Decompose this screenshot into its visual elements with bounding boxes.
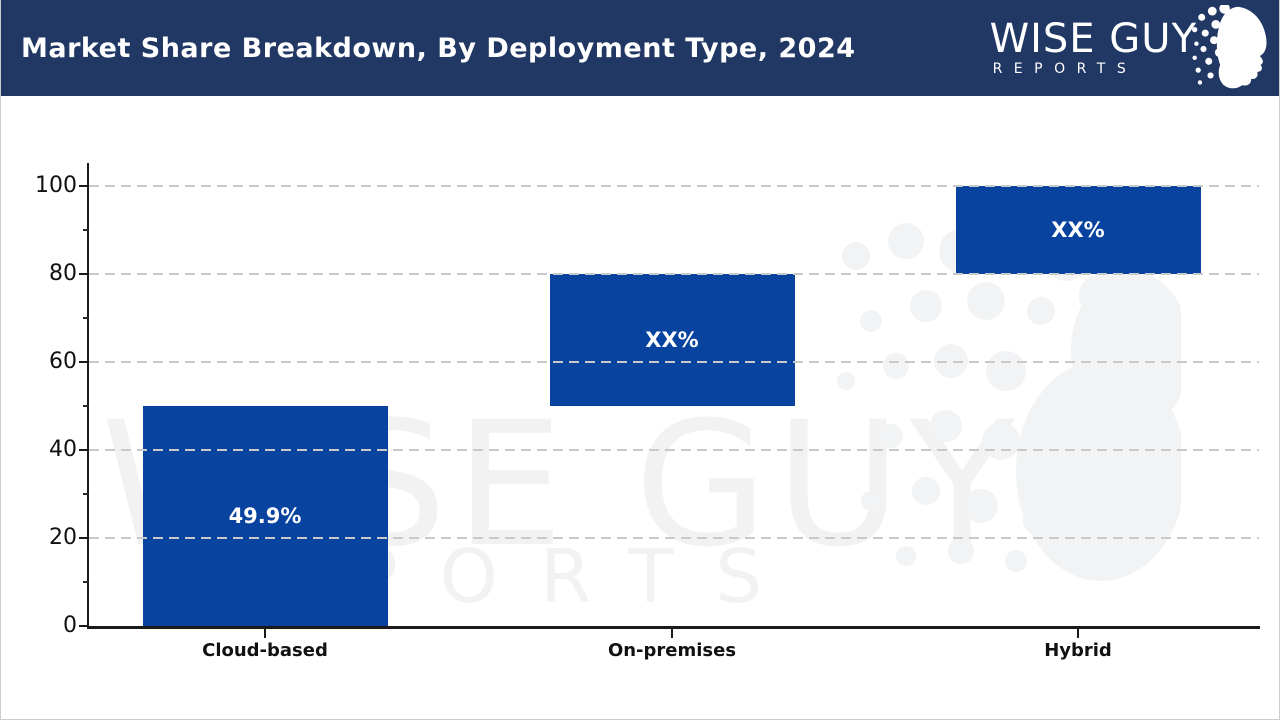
wise-guy-reports-logo: WISE GUY REPORTS: [990, 0, 1269, 96]
bar-on-premises: [549, 274, 795, 407]
y-tick-label: 60: [49, 349, 77, 374]
bar-value-label: XX%: [645, 328, 699, 353]
gridline-60: [89, 361, 1259, 363]
page-title: Market Share Breakdown, By Deployment Ty…: [21, 32, 856, 64]
y-axis-tick: [79, 449, 89, 451]
y-axis-line: [87, 163, 89, 629]
y-axis-tick: [79, 185, 89, 187]
y-axis-minor-tick: [83, 229, 89, 231]
y-tick-label: 40: [49, 437, 77, 462]
bar-cloud-based: [142, 406, 388, 626]
y-tick-label: 100: [35, 173, 77, 198]
bar-value-label: XX%: [1051, 218, 1105, 242]
gridline-40: [89, 449, 1259, 451]
x-tick-label: On-premises: [607, 640, 737, 661]
gridline-80: [89, 273, 1259, 275]
y-axis-minor-tick: [83, 581, 89, 583]
y-axis-tick: [79, 273, 89, 275]
y-axis-tick: [79, 537, 89, 539]
y-axis-tick: [79, 361, 89, 363]
gridline-100: [89, 185, 1259, 187]
x-axis-tick: [1077, 629, 1079, 638]
y-tick-label: 20: [49, 525, 77, 550]
y-axis-minor-tick: [83, 317, 89, 319]
x-axis-tick: [671, 629, 673, 638]
y-tick-label: 0: [63, 613, 77, 638]
x-axis-line: [88, 626, 1260, 629]
logo-text: WISE GUY REPORTS: [990, 18, 1197, 77]
y-axis-minor-tick: [83, 493, 89, 495]
logo-subtitle: REPORTS: [992, 61, 1138, 77]
head-profile-dots-icon: [1192, 5, 1267, 89]
bar-value-label: 49.9%: [228, 504, 302, 529]
x-tick-label: Hybrid: [1044, 640, 1112, 661]
chart-area: WISE GUY REPORTS 49.9% Cloud-based XX% On-p…: [1, 96, 1279, 719]
header-bar: Market Share Breakdown, By Deployment Ty…: [1, 0, 1279, 96]
x-axis-tick: [264, 629, 266, 638]
y-axis-minor-tick: [83, 405, 89, 407]
gridline-20: [89, 537, 1259, 539]
logo-wordmark: WISE GUY: [989, 16, 1197, 62]
y-tick-label: 80: [49, 261, 77, 286]
x-tick-label: Cloud-based: [202, 640, 328, 661]
bar-hybrid: [955, 186, 1201, 274]
y-axis-tick: [79, 625, 89, 627]
